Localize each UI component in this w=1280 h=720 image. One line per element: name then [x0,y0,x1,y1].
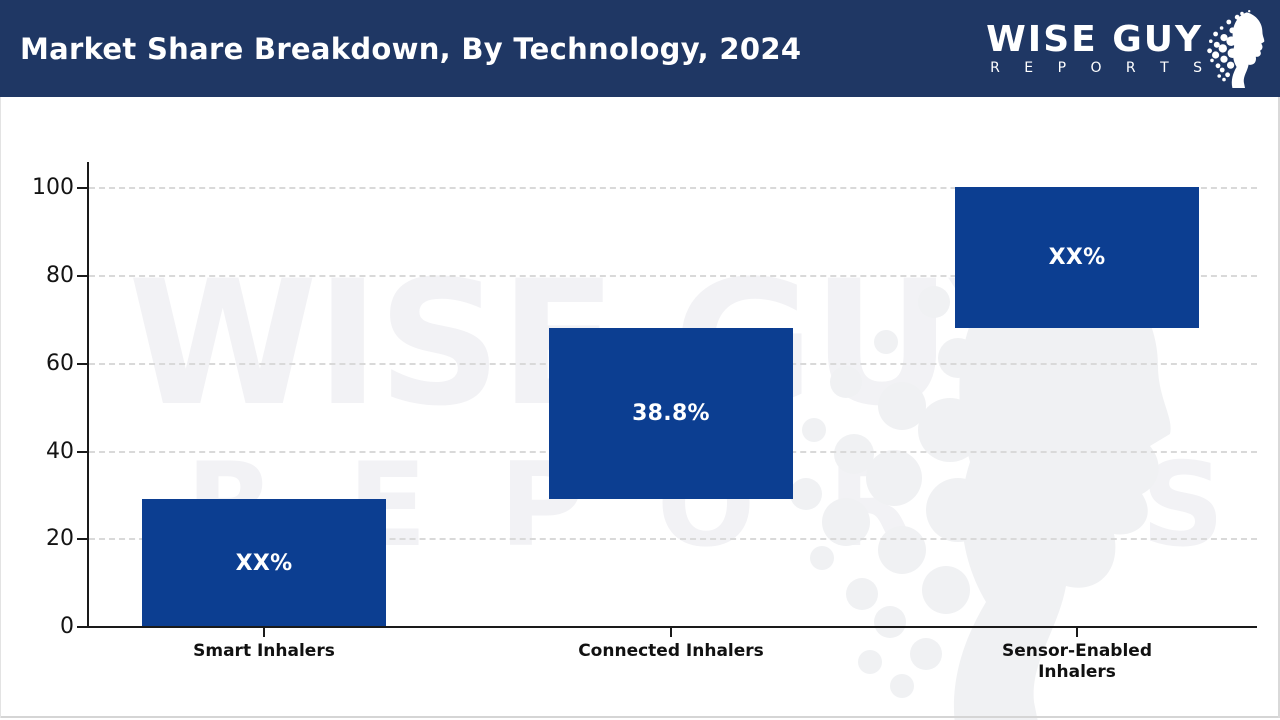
y-tick-label: 0 [60,614,74,639]
y-tick [77,275,87,277]
header-band: Market Share Breakdown, By Technology, 2… [0,0,1280,97]
x-tick [670,628,672,637]
gridline-20 [89,538,1257,540]
y-tick [77,451,87,453]
bar-value-label: XX% [1048,245,1106,270]
wise-guy-reports-logo: WISE GUY R E P O R T S [986,9,1266,88]
x-axis-line [86,626,1257,628]
logo-subtitle: R E P O R T S [990,59,1212,76]
gridline-100 [89,187,1257,189]
x-category-label: Sensor-Enabled Inhalers [1002,641,1152,682]
left-border [0,97,1,718]
y-tick-label: 100 [32,175,74,200]
watermark-head-icon [790,222,1171,720]
x-tick [263,628,265,637]
bar-value-label: XX% [235,550,293,576]
bar-value-label: 38.8% [632,401,710,426]
y-tick-label: 40 [46,439,74,464]
y-tick-label: 60 [46,351,74,376]
logo-text: WISE GUY R E P O R T S [986,18,1212,77]
y-tick-label: 20 [46,526,74,551]
logo-wordmark: WISE GUY [986,18,1204,60]
y-axis-line [87,162,89,628]
bottom-border [0,716,1280,718]
y-tick [77,363,87,365]
bar-smart-inhalers: XX% [142,499,386,627]
y-tick [77,626,87,628]
x-tick [1076,628,1078,637]
y-tick [77,187,87,189]
x-category-label: Connected Inhalers [578,641,764,661]
logo-head-icon [1207,9,1265,88]
chart-title: Market Share Breakdown, By Technology, 2… [20,31,802,66]
y-tick [77,538,87,540]
y-tick-label: 80 [46,263,74,288]
gridline-80 [89,275,1257,277]
bar-sensor-enabled-inhalers: XX% [955,187,1199,328]
bar-connected-inhalers: 38.8% [549,328,793,499]
right-border [1278,97,1280,718]
x-category-label: Smart Inhalers [193,641,335,661]
